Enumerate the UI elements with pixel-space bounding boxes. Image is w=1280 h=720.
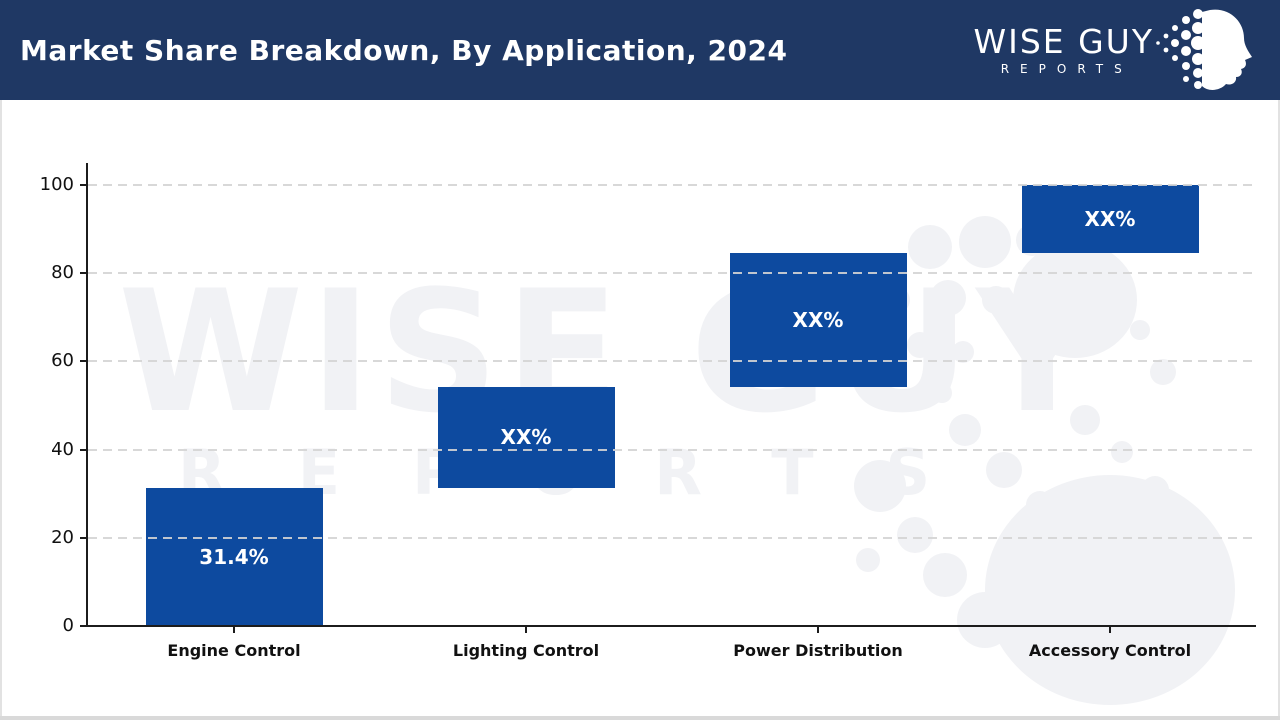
x-axis (86, 625, 1256, 627)
y-tick-mark (80, 360, 87, 363)
gridline (88, 184, 1256, 186)
y-tick-mark (80, 536, 87, 539)
gridline (88, 536, 1256, 539)
bar-value-label: XX% (1084, 206, 1136, 231)
logo-subtitle: REPORTS (1000, 61, 1133, 76)
x-tick-label: Accessory Control (1028, 641, 1192, 660)
y-tick-label: 20 (51, 526, 74, 548)
y-tick-mark (80, 448, 87, 451)
y-tick-label: 100 (39, 174, 74, 195)
gridline (88, 448, 1256, 451)
bar-value-label: 31.4% (199, 544, 269, 569)
x-tick-mark (233, 626, 235, 633)
y-tick-label: 60 (51, 350, 74, 372)
y-tick-mark (80, 184, 87, 186)
x-tick-label: Engine Control (167, 641, 301, 660)
gridline (88, 360, 1256, 363)
bottom-border (0, 716, 1280, 720)
page-title: Market Share Breakdown, By Application, … (20, 33, 788, 67)
y-tick-label: 80 (51, 262, 74, 284)
y-tick-label: 0 (62, 615, 74, 636)
y-tick-mark (80, 272, 87, 275)
x-tick-mark (525, 626, 527, 633)
bar-value-label: XX% (500, 425, 552, 450)
bar: XX% (437, 386, 615, 488)
wiseguy-face-icon (1140, 2, 1260, 98)
wiseguy-logo: WISE GUY REPORTS (973, 2, 1260, 98)
y-tick-mark (80, 625, 87, 627)
x-tick-label: Lighting Control (452, 641, 600, 660)
logo-wordmark: WISE GUY (973, 21, 1154, 61)
x-tick-mark (1109, 626, 1111, 633)
header-bar: Market Share Breakdown, By Application, … (0, 0, 1280, 100)
y-tick-label: 40 (51, 438, 74, 460)
gridline (88, 272, 1256, 275)
bar-value-label: XX% (792, 307, 844, 332)
y-axis (86, 163, 88, 627)
wiseguy-logo-text: WISE GUY REPORTS (973, 25, 1154, 76)
x-tick-label: Power Distribution (733, 641, 903, 660)
bar: 31.4% (145, 487, 323, 626)
bar: XX% (1021, 185, 1199, 253)
x-tick-mark (817, 626, 819, 633)
bar: XX% (729, 252, 907, 387)
